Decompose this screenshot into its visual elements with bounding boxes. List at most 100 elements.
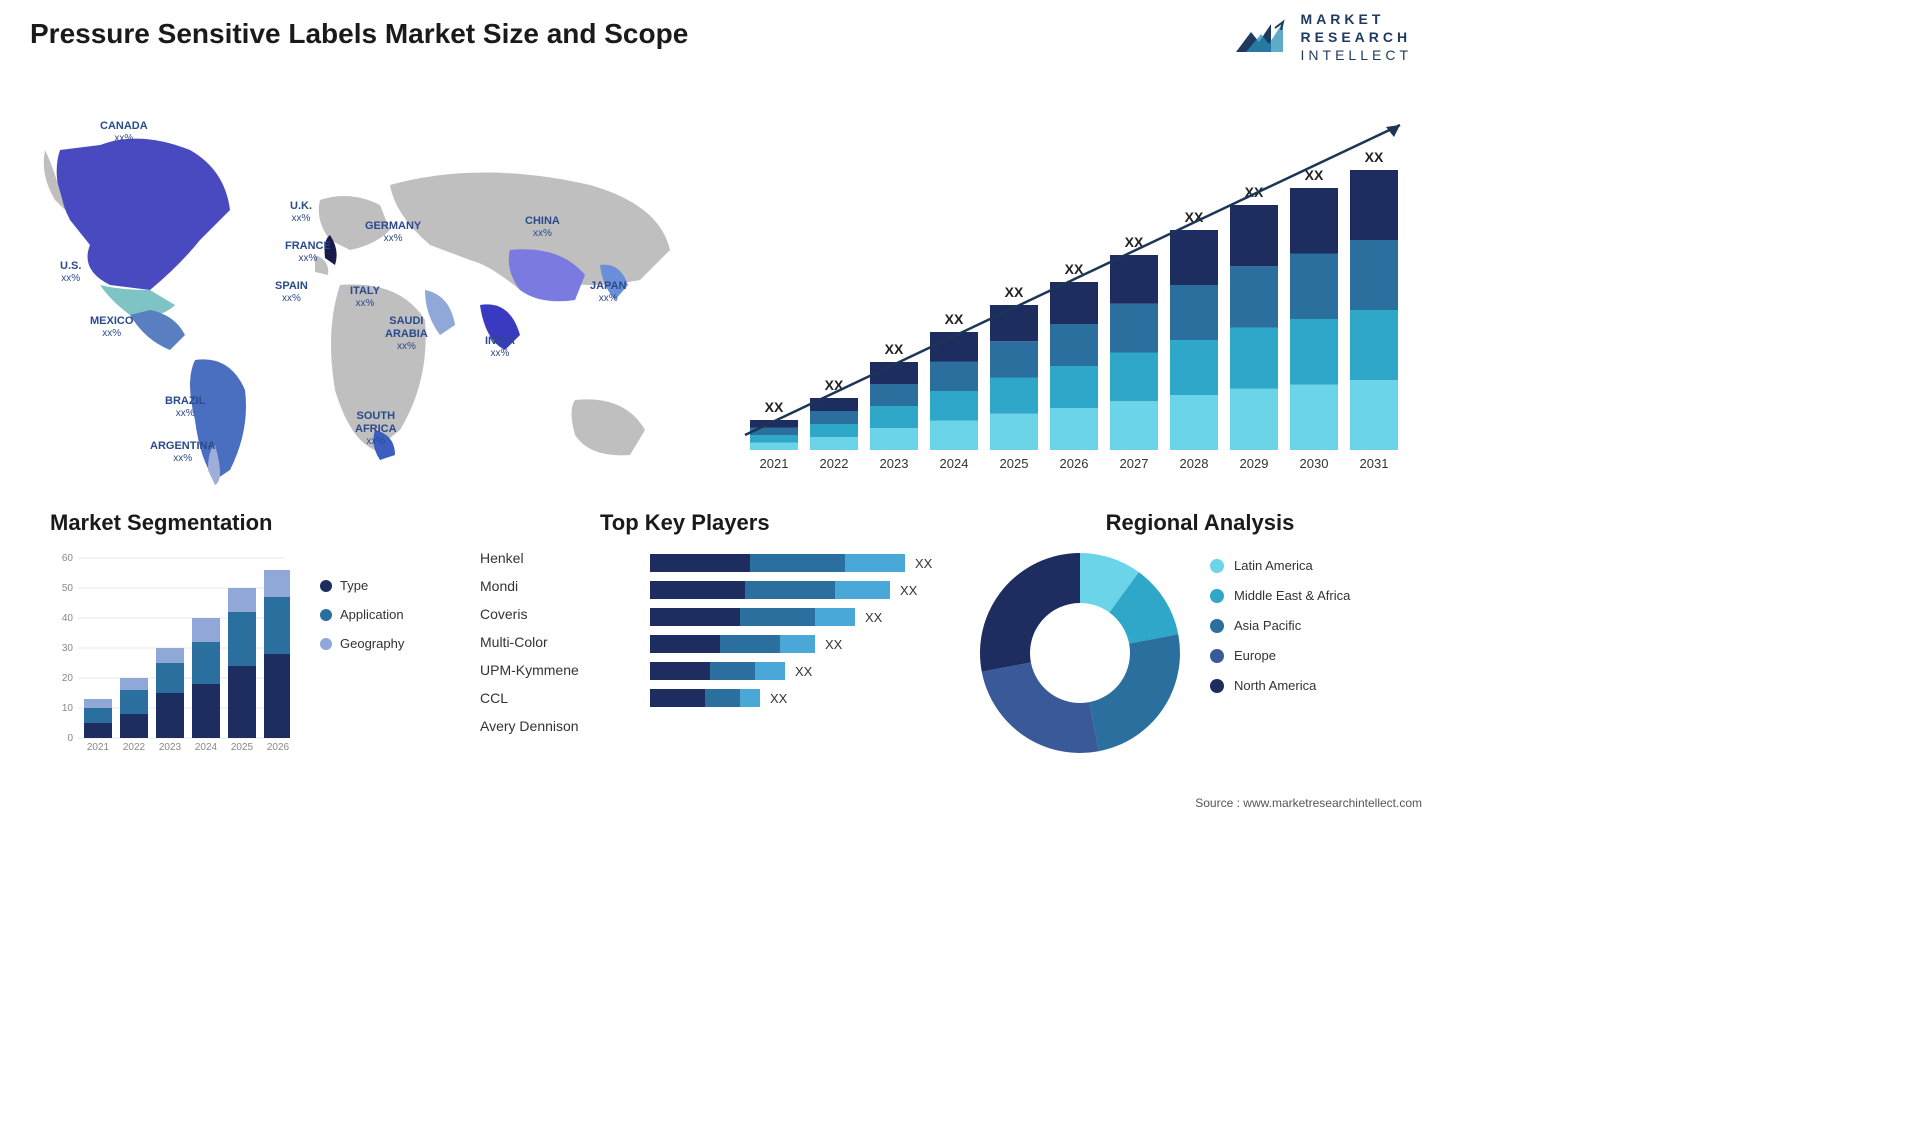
map-label-india: INDIAxx% [485,335,515,360]
reg-legend-item: Middle East & Africa [1210,588,1350,603]
seg-y-tick: 0 [67,733,73,744]
kp-bar-seg [705,689,740,707]
kp-bar-seg [780,635,815,653]
segmentation-title: Market Segmentation [50,510,570,536]
growth-chart-svg: 2021XX2022XX2023XX2024XX2025XX2026XX2027… [730,90,1420,480]
growth-year-label: 2028 [1180,456,1209,471]
page-title: Pressure Sensitive Labels Market Size an… [30,18,688,50]
legend-dot-icon [1210,559,1224,573]
map-label-brazil: BRAZILxx% [165,395,205,420]
kp-list-item: Henkel [480,550,579,566]
seg-bar-seg [84,723,112,738]
legend-dot-icon [1210,619,1224,633]
kp-val-label: XX [770,691,787,706]
logo-icon [1231,12,1291,62]
seg-year-label: 2023 [159,742,182,753]
seg-bar-seg [228,588,256,612]
kp-bar-seg [755,662,785,680]
growth-bar-seg [1230,205,1278,266]
growth-bar-seg [1290,385,1338,451]
map-label-us: U.S.xx% [60,260,81,285]
legend-dot-icon [1210,589,1224,603]
seg-bar-seg [120,714,148,738]
growth-bar-seg [750,435,798,443]
growth-bar-seg [1350,240,1398,310]
legend-dot-icon [1210,679,1224,693]
growth-bar-seg [1170,395,1218,450]
regional-donut [970,548,1190,758]
growth-bar-seg [1110,304,1158,353]
growth-year-label: 2022 [820,456,849,471]
seg-y-tick: 10 [62,703,74,714]
growth-val-label: XX [1365,149,1384,165]
growth-bar-seg [870,406,918,428]
kp-bar-seg [650,635,720,653]
map-label-china: CHINAxx% [525,215,560,240]
growth-bar-seg [1230,389,1278,450]
kp-bar-seg [750,554,845,572]
kp-bar-seg [650,554,750,572]
growth-bar-seg [990,305,1038,341]
growth-bar-seg [1290,188,1338,254]
growth-bar-seg [1230,328,1278,389]
growth-bar-seg [990,414,1038,450]
seg-y-tick: 40 [62,613,74,624]
reg-legend-item: Latin America [1210,558,1350,573]
growth-val-label: XX [945,311,964,327]
kp-val-label: XX [915,556,932,571]
reg-legend-label: North America [1234,678,1316,693]
seg-bar-seg [156,693,184,738]
growth-bar-seg [1290,254,1338,320]
seg-bar-seg [84,708,112,723]
growth-year-label: 2025 [1000,456,1029,471]
map-label-mexico: MEXICOxx% [90,315,133,340]
growth-bar-seg [1110,401,1158,450]
seg-legend-item: Application [320,607,404,622]
seg-bar-seg [156,663,184,693]
seg-bar-seg [192,684,220,738]
reg-legend-label: Latin America [1234,558,1313,573]
seg-bar-seg [228,612,256,666]
growth-val-label: XX [885,341,904,357]
growth-bar-seg [1350,380,1398,450]
growth-bar-seg [810,411,858,424]
map-label-germany: GERMANYxx% [365,220,421,245]
kp-list-item: Mondi [480,578,579,594]
segmentation-chart: 0102030405060202120222023202420252026 [50,548,290,758]
reg-legend-label: Middle East & Africa [1234,588,1350,603]
growth-val-label: XX [1005,284,1024,300]
growth-bar-seg [1350,310,1398,380]
regional-legend: Latin AmericaMiddle East & AfricaAsia Pa… [1210,558,1350,708]
growth-bar-seg [810,437,858,450]
seg-y-tick: 20 [62,673,74,684]
seg-year-label: 2025 [231,742,254,753]
seg-legend-label: Geography [340,636,404,651]
seg-bar-seg [120,678,148,690]
growth-year-label: 2031 [1360,456,1389,471]
map-label-southafrica: SOUTHAFRICAxx% [355,410,397,448]
donut-slice [982,662,1099,753]
growth-year-label: 2021 [760,456,789,471]
map-label-france: FRANCExx% [285,240,331,265]
growth-val-label: XX [765,399,784,415]
growth-bar-seg [1110,255,1158,304]
keyplayers-list: HenkelMondiCoverisMulti-ColorUPM-Kymmene… [480,550,579,746]
kp-bar-seg [745,581,835,599]
seg-year-label: 2026 [267,742,290,753]
kp-bar-seg [650,689,705,707]
kp-list-item: UPM-Kymmene [480,662,579,678]
kp-bar-seg [835,581,890,599]
map-label-italy: ITALYxx% [350,285,380,310]
growth-bar-seg [930,391,978,421]
kp-bar-seg [720,635,780,653]
legend-dot-icon [1210,649,1224,663]
kp-bar-seg [650,581,745,599]
kp-val-label: XX [900,583,917,598]
kp-val-label: XX [795,664,812,679]
seg-bar-seg [264,597,290,654]
growth-year-label: 2027 [1120,456,1149,471]
seg-legend-label: Application [340,607,404,622]
segmentation-legend: Type Application Geography [320,578,404,758]
seg-legend-item: Type [320,578,404,593]
growth-bar-seg [1050,324,1098,366]
